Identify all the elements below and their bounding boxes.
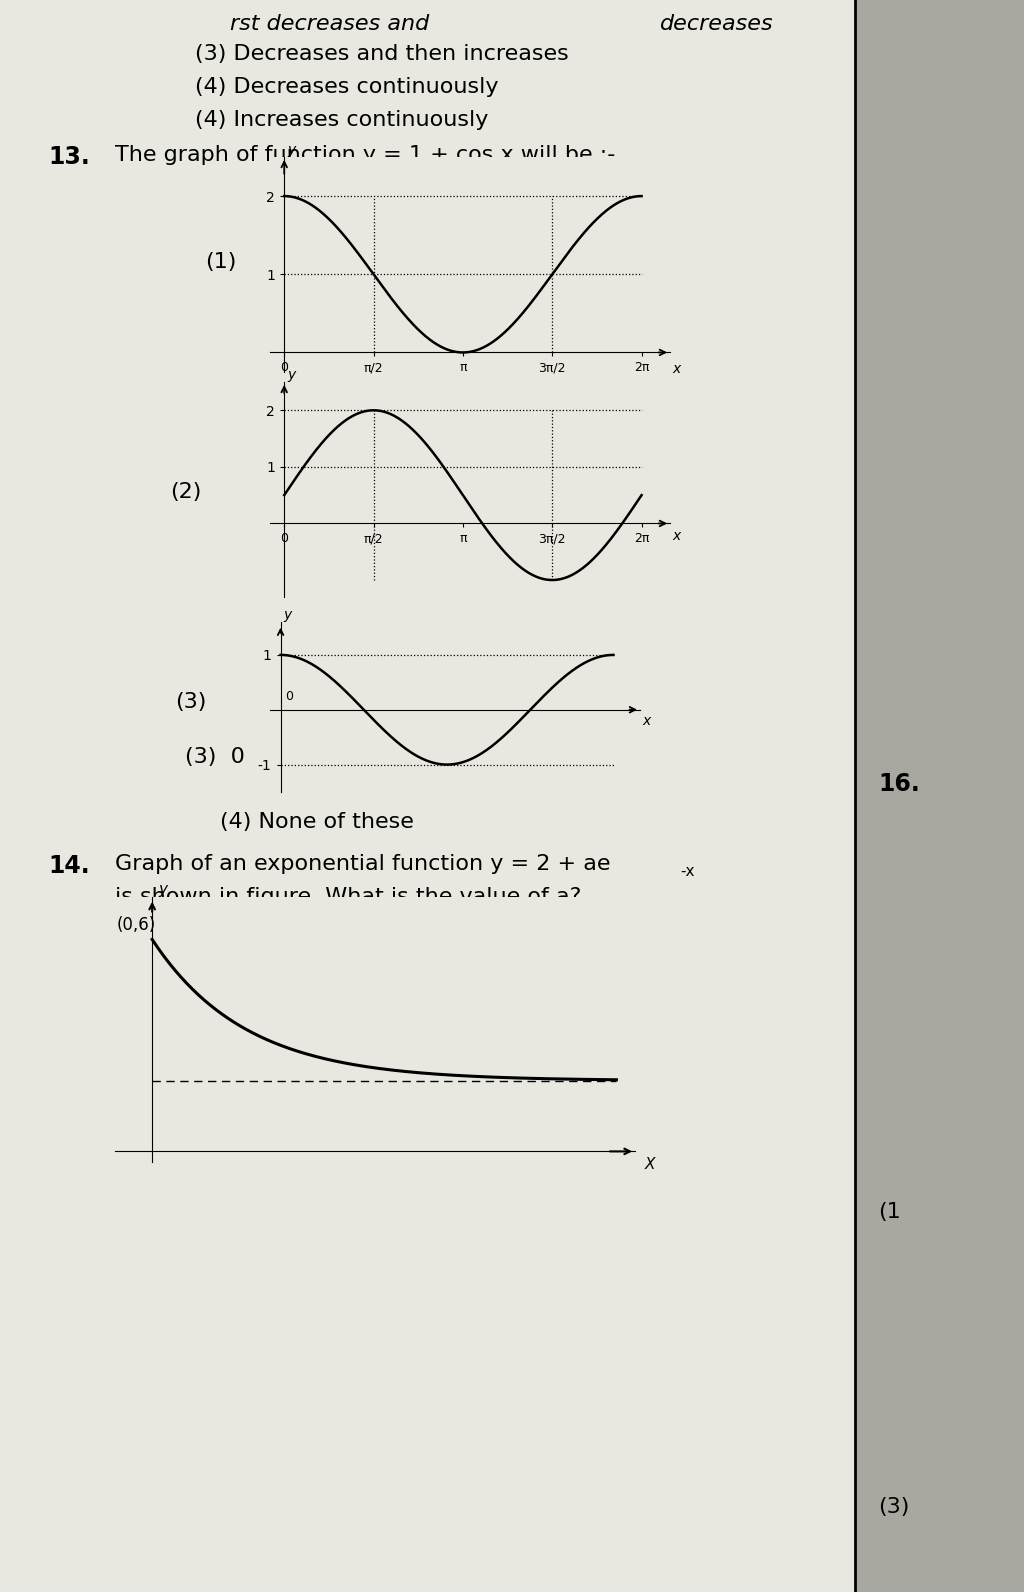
Text: (3)  0: (3) 0	[185, 747, 245, 767]
Text: X: X	[644, 1157, 654, 1172]
Text: 0: 0	[285, 691, 293, 704]
Text: (1: (1	[878, 1202, 901, 1223]
Text: (3): (3)	[878, 1496, 909, 1517]
Bar	[0, 0, 855, 1592]
Text: x: x	[643, 715, 651, 728]
Text: (4) Decreases continuously: (4) Decreases continuously	[195, 76, 499, 97]
Text: The graph of function y = 1 + cos x will be :-: The graph of function y = 1 + cos x will…	[115, 145, 615, 166]
Text: (1): (1)	[205, 252, 237, 272]
Text: x: x	[673, 529, 681, 543]
Text: 13.: 13.	[48, 145, 90, 169]
Text: (4) Increases continuously: (4) Increases continuously	[195, 110, 488, 131]
Text: rst decreases and: rst decreases and	[230, 14, 429, 33]
Text: (0,6): (0,6)	[117, 915, 156, 935]
Text: (4) None of these: (4) None of these	[220, 812, 414, 833]
Text: (3) Decreases and then increases: (3) Decreases and then increases	[195, 45, 568, 64]
Text: x: x	[673, 361, 681, 376]
Text: 16.: 16.	[878, 772, 920, 796]
Text: y: y	[159, 882, 168, 896]
Text: (3): (3)	[175, 693, 207, 712]
Text: Graph of an exponential function y = 2 + ae: Graph of an exponential function y = 2 +…	[115, 853, 610, 874]
Text: -x: -x	[680, 864, 694, 879]
Text: 14.: 14.	[48, 853, 90, 879]
Text: y: y	[288, 368, 296, 382]
Text: decreases: decreases	[660, 14, 773, 33]
Text: y: y	[284, 608, 292, 622]
Text: (2): (2)	[170, 482, 202, 501]
Text: y: y	[288, 143, 296, 158]
Bar	[855, 0, 1024, 1592]
Text: is shown in figure. What is the value of a?: is shown in figure. What is the value of…	[115, 887, 582, 907]
